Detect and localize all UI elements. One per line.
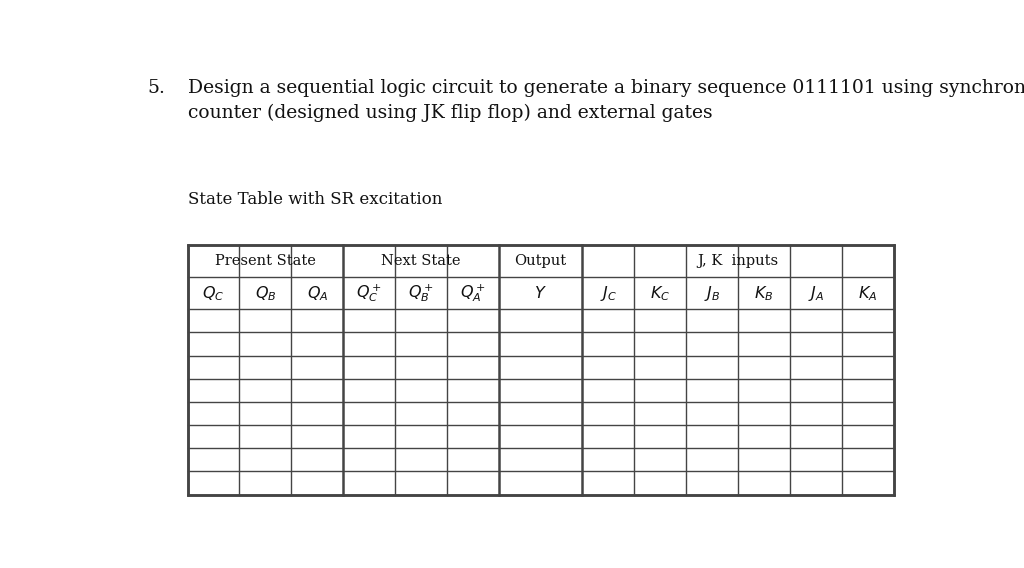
Text: $Q_B^+$: $Q_B^+$ [409,282,434,304]
Text: $J_B$: $J_B$ [703,283,720,303]
Text: $K_A$: $K_A$ [858,284,878,303]
Text: $Q_B$: $Q_B$ [255,284,276,303]
Text: Design a sequential logic circuit to generate a binary sequence 0111101 using sy: Design a sequential logic circuit to gen… [187,79,1024,123]
Bar [187,245,894,495]
Text: $J_C$: $J_C$ [600,283,616,303]
Text: Output: Output [515,254,566,268]
Text: $Y$: $Y$ [535,285,547,301]
Text: $Q_A$: $Q_A$ [306,284,328,303]
Text: Next State: Next State [382,254,461,268]
Text: $Q_C$: $Q_C$ [203,284,224,303]
Text: $Q_A^+$: $Q_A^+$ [460,282,486,304]
Text: J, K  inputs: J, K inputs [697,254,778,268]
Text: $K_B$: $K_B$ [755,284,774,303]
Text: State Table with SR excitation: State Table with SR excitation [187,191,442,208]
Text: $J_A$: $J_A$ [808,283,824,303]
Text: 5.: 5. [147,79,166,97]
Text: Present State: Present State [215,254,315,268]
Text: $Q_C^+$: $Q_C^+$ [356,282,382,304]
Text: $K_C$: $K_C$ [650,284,671,303]
